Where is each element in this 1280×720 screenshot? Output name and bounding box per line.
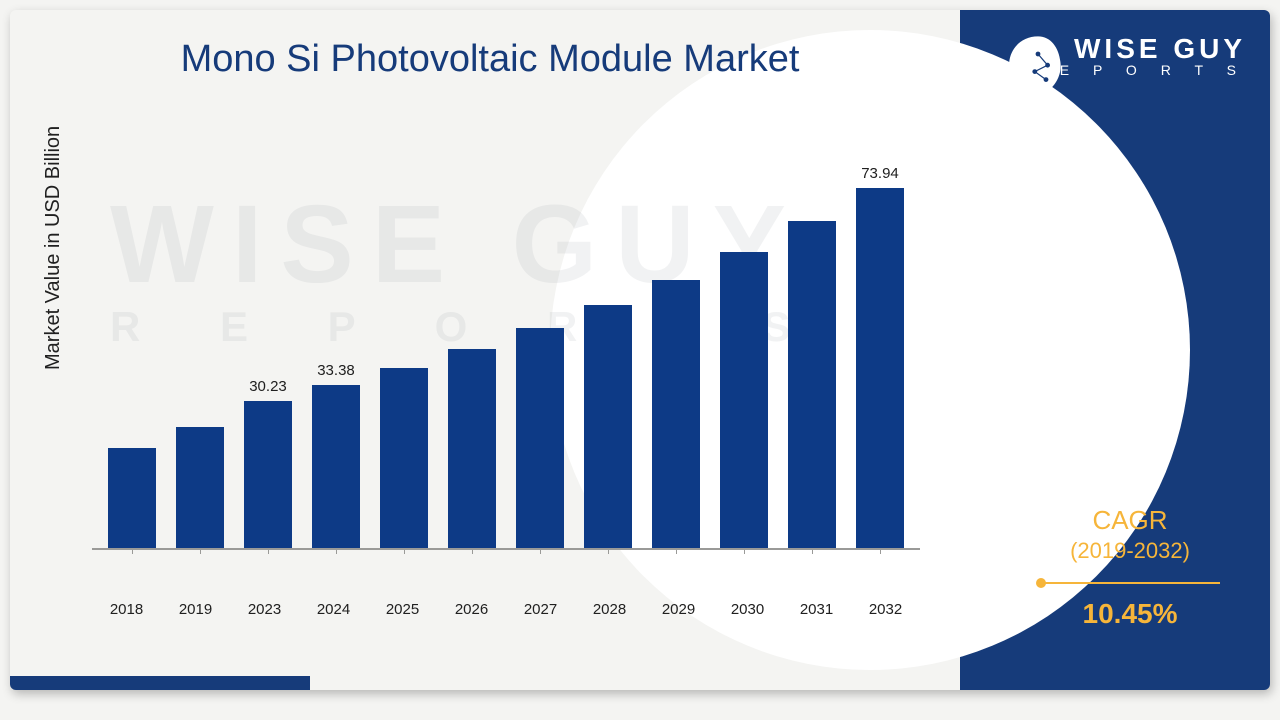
xtick-2030: 2030 bbox=[713, 601, 782, 618]
bar-2032: 73.94 bbox=[846, 160, 914, 548]
y-axis-label: Market Value in USD Billion bbox=[42, 126, 65, 370]
cagr-range: (2019-2032) bbox=[1020, 538, 1240, 564]
bar-rect bbox=[720, 252, 768, 548]
bar-value-label: 30.23 bbox=[249, 378, 287, 395]
xtick-2019: 2019 bbox=[161, 601, 230, 618]
bar-rect bbox=[856, 188, 904, 548]
cagr-divider bbox=[1040, 582, 1220, 584]
bottom-accent-bar bbox=[10, 676, 310, 690]
xtick-2023: 2023 bbox=[230, 601, 299, 618]
bar-rect bbox=[516, 328, 564, 548]
cagr-block: CAGR (2019-2032) 10.45% bbox=[1020, 505, 1240, 630]
xtick-2018: 2018 bbox=[92, 601, 161, 618]
cagr-value: 10.45% bbox=[1020, 598, 1240, 630]
bar-2029 bbox=[642, 160, 710, 548]
bar-chart: 30.2333.3873.94 201820192023202420252026… bbox=[80, 160, 920, 590]
bar-rect bbox=[448, 349, 496, 548]
bar-rect bbox=[788, 221, 836, 548]
bar-rect bbox=[176, 427, 224, 548]
bar-2031 bbox=[778, 160, 846, 548]
bar-2026 bbox=[438, 160, 506, 548]
xtick-2026: 2026 bbox=[437, 601, 506, 618]
bar-2028 bbox=[574, 160, 642, 548]
bar-rect bbox=[312, 385, 360, 548]
bar-rect bbox=[380, 368, 428, 548]
xtick-2028: 2028 bbox=[575, 601, 644, 618]
xtick-2031: 2031 bbox=[782, 601, 851, 618]
ai-head-icon bbox=[990, 30, 1070, 110]
bar-2019 bbox=[166, 160, 234, 548]
xtick-2027: 2027 bbox=[506, 601, 575, 618]
bar-rect bbox=[652, 280, 700, 548]
bar-rect bbox=[108, 448, 156, 548]
plot-area: 30.23 33.38 73.94 bbox=[92, 160, 920, 550]
xtick-2029: 2029 bbox=[644, 601, 713, 618]
xtick-2032: 2032 bbox=[851, 601, 920, 618]
xtick-2025: 2025 bbox=[368, 601, 437, 618]
bars-container: 30.23 33.38 73.94 bbox=[92, 160, 920, 548]
bar-2018 bbox=[98, 160, 166, 548]
bar-2024: 33.38 bbox=[302, 160, 370, 548]
bar-2030 bbox=[710, 160, 778, 548]
bar-rect bbox=[584, 305, 632, 548]
sidebar-panel: WISE GUY R E P O R T S CAGR (2019-2032) … bbox=[960, 10, 1270, 690]
cagr-label: CAGR bbox=[1020, 505, 1240, 536]
bar-rect bbox=[244, 401, 292, 548]
bar-value-label: 33.38 bbox=[317, 362, 355, 379]
bar-2023: 30.23 bbox=[234, 160, 302, 548]
bar-2027 bbox=[506, 160, 574, 548]
bar-value-label: 73.94 bbox=[861, 165, 899, 182]
chart-title: Mono Si Photovoltaic Module Market bbox=[10, 38, 970, 81]
report-card: WISE GUY R E P O R T S CAGR (2019-2032) … bbox=[10, 10, 1270, 690]
x-axis-ticks: 2018201920232024202520262027202820292030… bbox=[92, 601, 920, 618]
bar-2025 bbox=[370, 160, 438, 548]
xtick-2024: 2024 bbox=[299, 601, 368, 618]
